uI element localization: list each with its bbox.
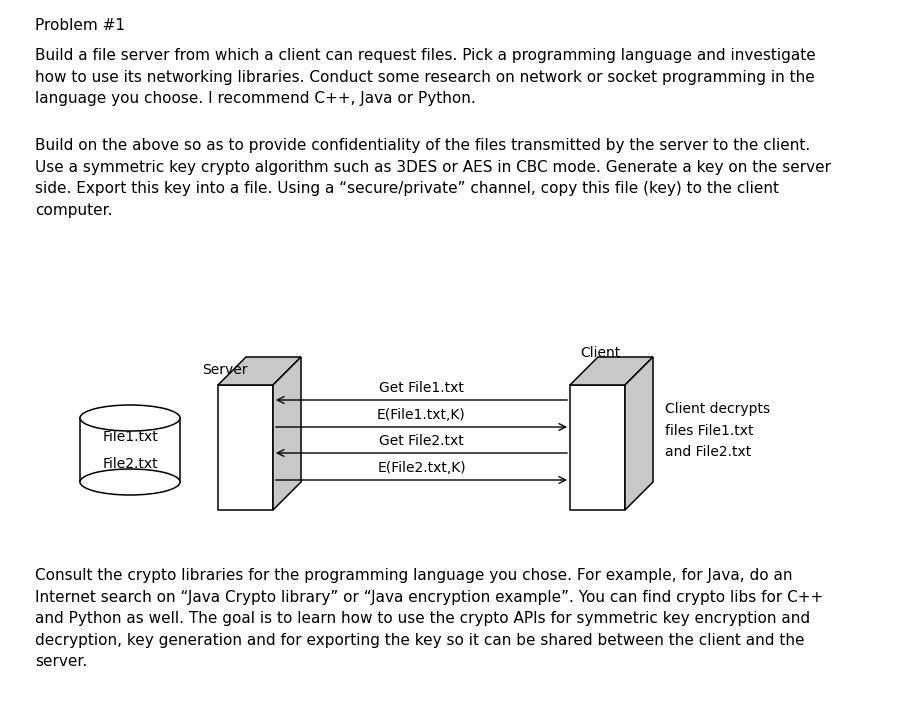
Text: Build on the above so as to provide confidentiality of the files transmitted by : Build on the above so as to provide conf… <box>35 138 831 218</box>
Polygon shape <box>218 385 273 510</box>
Text: File2.txt: File2.txt <box>102 457 158 471</box>
Text: Client: Client <box>579 346 620 360</box>
Polygon shape <box>570 357 653 385</box>
Text: Get File2.txt: Get File2.txt <box>379 434 464 448</box>
Text: E(File2.txt,K): E(File2.txt,K) <box>377 461 466 475</box>
Text: Problem #1: Problem #1 <box>35 18 125 33</box>
Ellipse shape <box>80 405 180 431</box>
Ellipse shape <box>80 469 180 495</box>
Text: E(File1.txt,K): E(File1.txt,K) <box>377 408 466 422</box>
Text: Consult the crypto libraries for the programming language you chose. For example: Consult the crypto libraries for the pro… <box>35 568 823 670</box>
Polygon shape <box>273 357 301 510</box>
Polygon shape <box>570 385 625 510</box>
Polygon shape <box>80 418 180 482</box>
Text: Get File1.txt: Get File1.txt <box>379 381 464 395</box>
Text: Build a file server from which a client can request files. Pick a programming la: Build a file server from which a client … <box>35 48 815 106</box>
Polygon shape <box>625 357 653 510</box>
Text: Server: Server <box>202 363 248 377</box>
Text: Client decrypts
files File1.txt
and File2.txt: Client decrypts files File1.txt and File… <box>665 402 771 460</box>
Polygon shape <box>218 357 301 385</box>
Text: File1.txt: File1.txt <box>102 430 158 445</box>
